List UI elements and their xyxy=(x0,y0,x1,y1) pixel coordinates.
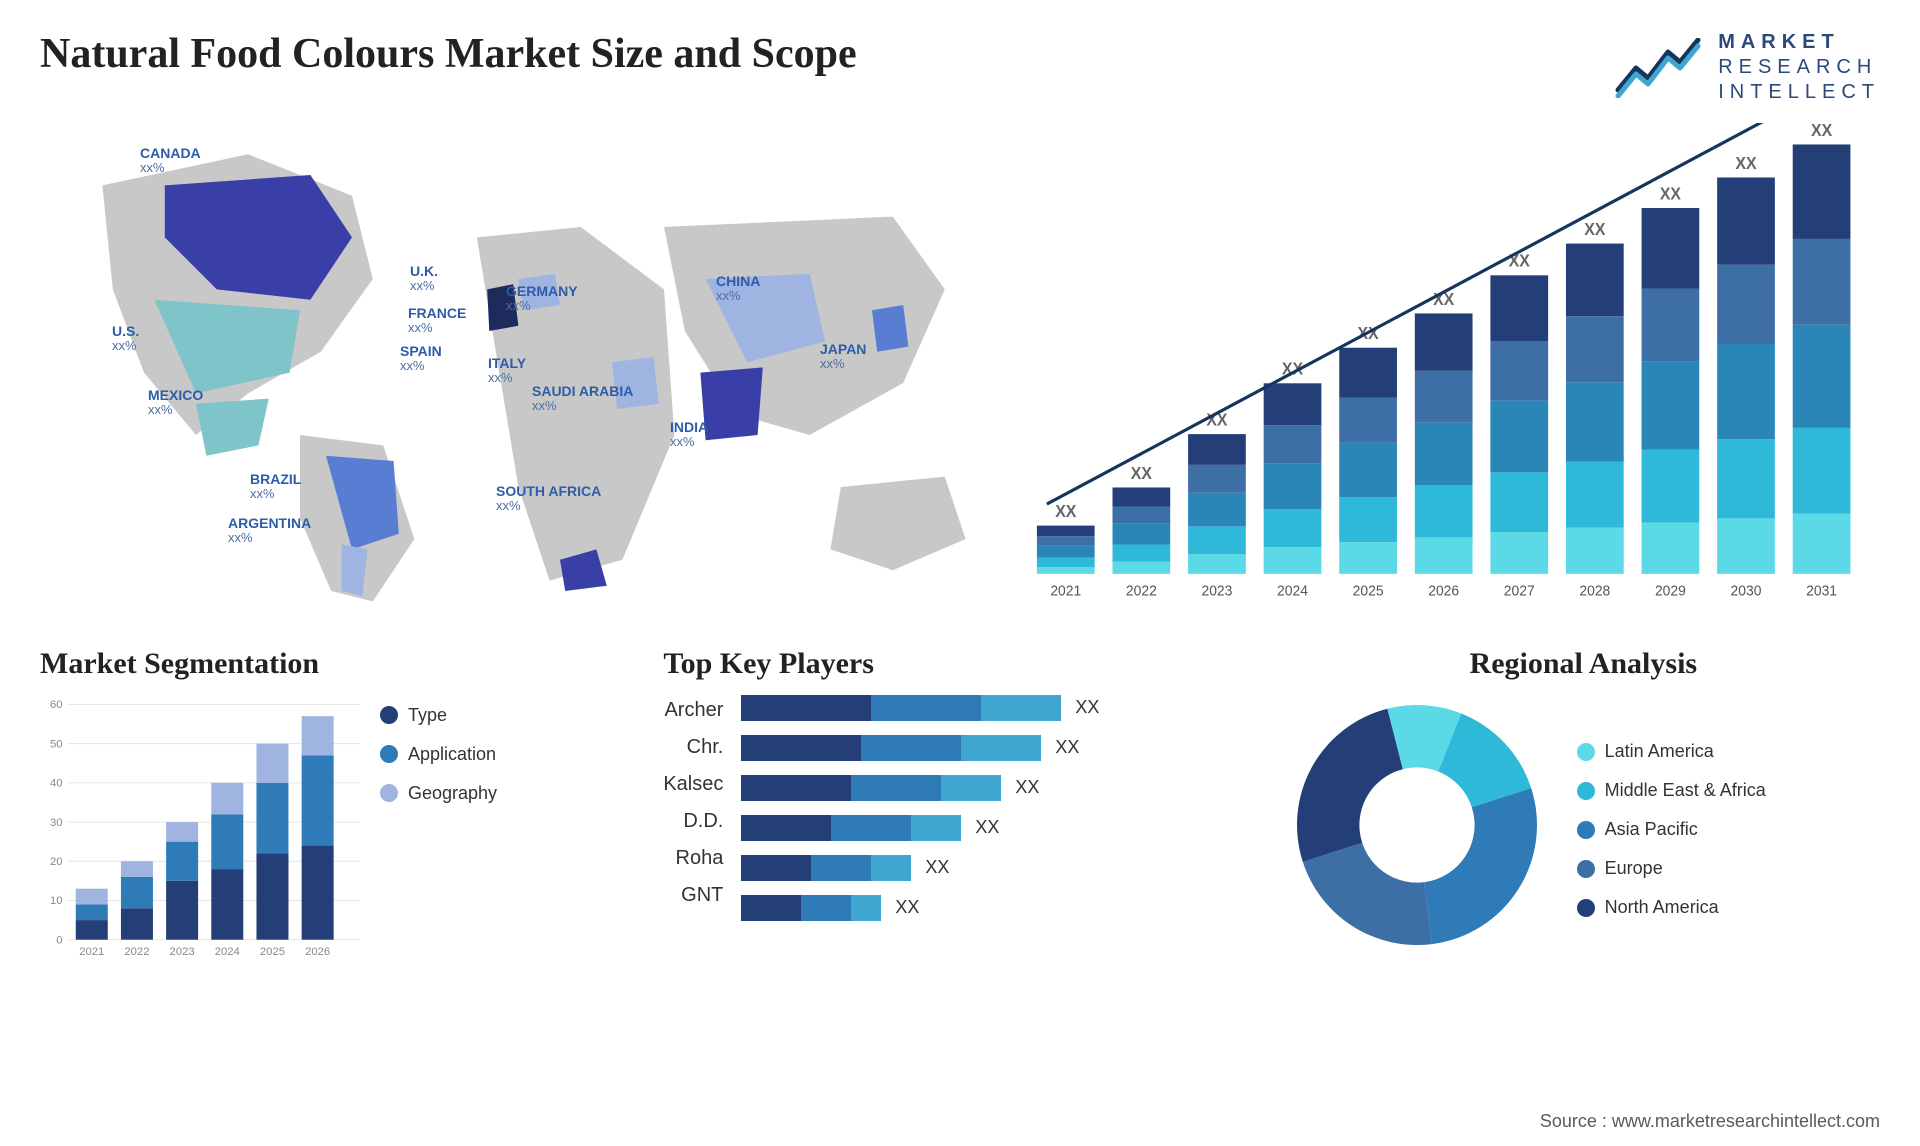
legend-item: Latin America xyxy=(1577,741,1766,762)
svg-text:2022: 2022 xyxy=(1126,583,1157,600)
player-bar-row: XX xyxy=(741,895,1256,921)
map-label: SOUTH AFRICAxx% xyxy=(496,483,601,514)
regional-title: Regional Analysis xyxy=(1287,647,1880,681)
regional-donut-chart xyxy=(1287,695,1547,955)
svg-text:2024: 2024 xyxy=(1277,583,1308,600)
logo-line-2: RESEARCH xyxy=(1718,55,1880,80)
map-label: U.S.xx% xyxy=(112,323,139,354)
players-bars-chart: XX XX XX XX XX XX xyxy=(741,695,1256,921)
map-label: SPAINxx% xyxy=(400,343,442,374)
svg-text:2025: 2025 xyxy=(260,946,285,958)
logo-line-1: MARKET xyxy=(1718,30,1880,55)
svg-text:50: 50 xyxy=(50,738,63,750)
svg-text:0: 0 xyxy=(56,934,62,946)
map-label: ARGENTINAxx% xyxy=(228,515,311,546)
player-label: Roha xyxy=(676,847,724,870)
svg-text:10: 10 xyxy=(50,895,63,907)
segmentation-title: Market Segmentation xyxy=(40,647,633,681)
player-value: XX xyxy=(895,897,919,918)
logo-mark-icon xyxy=(1614,38,1704,98)
player-bar-row: XX xyxy=(741,735,1256,761)
svg-text:40: 40 xyxy=(50,777,63,789)
regional-panel: Regional Analysis Latin America Middle Ea… xyxy=(1287,647,1880,1126)
map-label: ITALYxx% xyxy=(488,355,526,386)
map-label: U.K.xx% xyxy=(410,263,438,294)
svg-text:2025: 2025 xyxy=(1352,583,1383,600)
legend-item: Europe xyxy=(1577,858,1766,879)
player-label: D.D. xyxy=(683,810,723,833)
svg-text:2023: 2023 xyxy=(170,946,195,958)
player-value: XX xyxy=(1055,737,1079,758)
player-bar-row: XX xyxy=(741,775,1256,801)
svg-text:XX: XX xyxy=(1660,184,1681,204)
player-label: Chr. xyxy=(687,736,724,759)
svg-text:2021: 2021 xyxy=(1050,583,1081,600)
map-label: SAUDI ARABIAxx% xyxy=(532,383,633,414)
svg-text:2027: 2027 xyxy=(1504,583,1535,600)
segmentation-panel: Market Segmentation 0 10 20 30 40 50 60 2021 202… xyxy=(40,647,633,1126)
svg-text:2026: 2026 xyxy=(1428,583,1459,600)
segmentation-legend: Type Application Geography xyxy=(380,705,497,959)
legend-item: Application xyxy=(380,744,497,765)
svg-text:XX: XX xyxy=(1131,463,1152,483)
map-label: CHINAxx% xyxy=(716,273,760,304)
page-title: Natural Food Colours Market Size and Sco… xyxy=(40,30,857,78)
legend-item: Asia Pacific xyxy=(1577,819,1766,840)
players-labels: Archer Chr. Kalsec D.D. Roha GNT xyxy=(663,695,723,921)
svg-text:2021: 2021 xyxy=(79,946,104,958)
player-value: XX xyxy=(925,857,949,878)
map-label: INDIAxx% xyxy=(670,419,708,450)
svg-text:2030: 2030 xyxy=(1730,583,1761,600)
map-label: CANADAxx% xyxy=(140,145,201,176)
player-value: XX xyxy=(1075,697,1099,718)
player-value: XX xyxy=(975,817,999,838)
svg-text:XX: XX xyxy=(1811,123,1832,140)
svg-text:2026: 2026 xyxy=(305,946,330,958)
legend-item: Middle East & Africa xyxy=(1577,780,1766,801)
segmentation-chart: 0 10 20 30 40 50 60 2021 2022 2023 2024 2025 2026 xyxy=(40,695,360,959)
svg-text:2029: 2029 xyxy=(1655,583,1686,600)
player-bar-row: XX xyxy=(741,855,1256,881)
player-label: Kalsec xyxy=(663,773,723,796)
svg-text:XX: XX xyxy=(1055,501,1076,521)
world-map: CANADAxx% U.S.xx% MEXICOxx% BRAZILxx% ARGENT… xyxy=(40,123,997,617)
player-value: XX xyxy=(1015,777,1039,798)
players-panel: Top Key Players Archer Chr. Kalsec D.D. Roha… xyxy=(663,647,1256,1126)
player-label: Archer xyxy=(664,699,723,722)
svg-text:2024: 2024 xyxy=(215,946,240,958)
regional-legend: Latin America Middle East & Africa Asia Pa… xyxy=(1577,741,1766,918)
svg-text:XX: XX xyxy=(1584,219,1605,239)
brand-logo: MARKET RESEARCH INTELLECT xyxy=(1614,30,1880,105)
market-size-chart: XX2021XX2022XX2023XX2024XX2025XX2026XX20… xyxy=(1027,123,1880,617)
svg-text:60: 60 xyxy=(50,699,63,711)
players-title: Top Key Players xyxy=(663,647,1256,681)
svg-text:2031: 2031 xyxy=(1806,583,1837,600)
map-label: GERMANYxx% xyxy=(506,283,578,314)
svg-text:20: 20 xyxy=(50,856,63,868)
legend-item: Type xyxy=(380,705,497,726)
map-label: JAPANxx% xyxy=(820,341,866,372)
source-attribution: Source : www.marketresearchintellect.com xyxy=(1540,1111,1880,1132)
svg-text:2023: 2023 xyxy=(1201,583,1232,600)
map-label: MEXICOxx% xyxy=(148,387,203,418)
player-label: GNT xyxy=(681,884,723,907)
svg-text:2028: 2028 xyxy=(1579,583,1610,600)
player-bar-row: XX xyxy=(741,695,1256,721)
player-bar-row: XX xyxy=(741,815,1256,841)
svg-text:XX: XX xyxy=(1735,153,1756,173)
svg-text:30: 30 xyxy=(50,817,63,829)
logo-line-3: INTELLECT xyxy=(1718,80,1880,105)
svg-text:2022: 2022 xyxy=(124,946,149,958)
legend-item: Geography xyxy=(380,783,497,804)
map-label: FRANCExx% xyxy=(408,305,466,336)
map-label: BRAZILxx% xyxy=(250,471,301,502)
legend-item: North America xyxy=(1577,897,1766,918)
